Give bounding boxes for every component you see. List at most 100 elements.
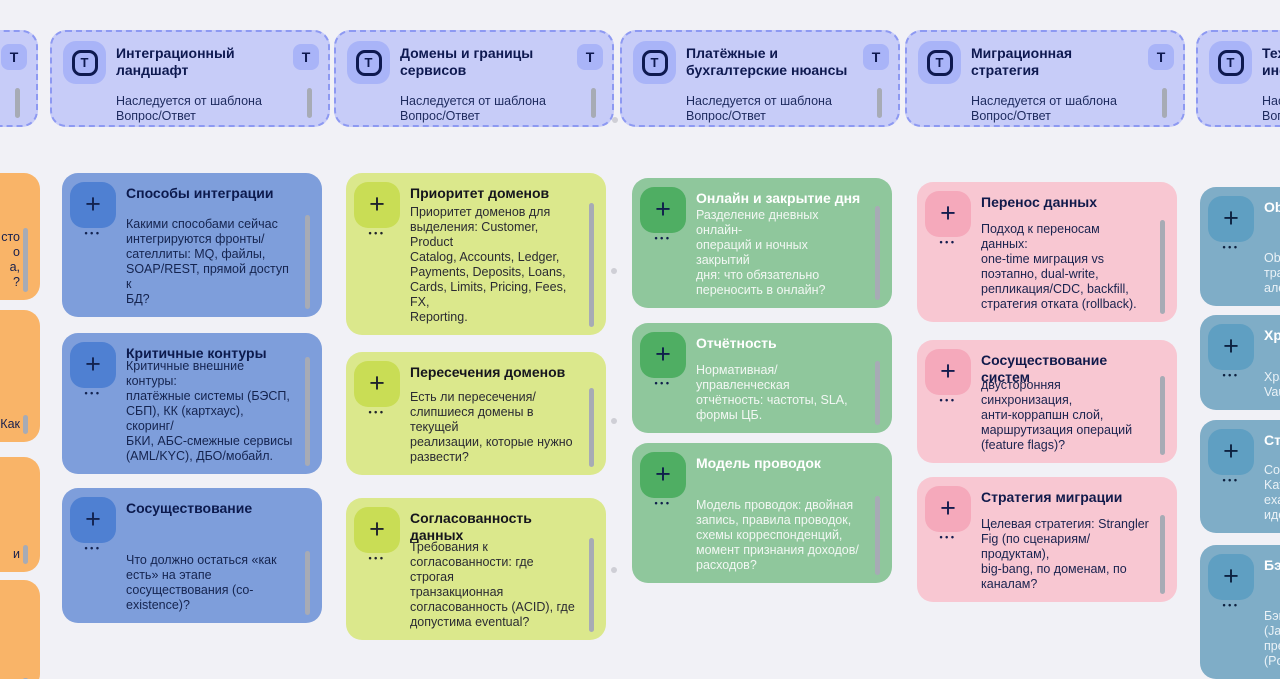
- card-body-text: Как: [0, 417, 20, 431]
- add-button[interactable]: +: [1208, 324, 1254, 370]
- question-card[interactable]: + ••• Стр Сос Kaf exa иде: [1200, 420, 1280, 533]
- card-scrollbar[interactable]: [589, 203, 594, 327]
- type-badge[interactable]: T: [577, 44, 603, 70]
- card-scrollbar[interactable]: [23, 228, 28, 292]
- add-button[interactable]: +: [354, 182, 400, 228]
- card-scrollbar[interactable]: [1160, 220, 1165, 314]
- add-button[interactable]: +: [70, 497, 116, 543]
- more-options-icon[interactable]: •••: [84, 228, 102, 238]
- question-card[interactable]: + ••• Obs Obs тра але: [1200, 187, 1280, 306]
- add-button[interactable]: +: [1208, 429, 1254, 475]
- column-header-card[interactable]: T Платёжные и бухгалтерские нюансы T Нас…: [620, 30, 900, 127]
- card-body-text: Нормативная/управленческая отчётность: ч…: [696, 363, 848, 422]
- more-options-icon[interactable]: •••: [84, 388, 102, 398]
- more-options-icon[interactable]: •••: [939, 237, 957, 247]
- card-scrollbar[interactable]: [589, 538, 594, 632]
- add-button[interactable]: +: [925, 191, 971, 237]
- card-scrollbar[interactable]: [875, 361, 880, 425]
- column-header-card[interactable]: T Интеграционный ландшафт T Наследуется …: [50, 30, 330, 127]
- header-scrollbar[interactable]: [877, 88, 882, 118]
- question-card[interactable]: + ••• Критичные контуры Критичные внешни…: [62, 333, 322, 474]
- question-card[interactable]: + ••• сто о а, ?: [0, 173, 40, 300]
- more-options-icon[interactable]: •••: [654, 233, 672, 243]
- connector-dot[interactable]: [611, 268, 617, 274]
- column-header-card[interactable]: T Миграционная стратегия T Наследуется о…: [905, 30, 1185, 127]
- more-options-icon[interactable]: •••: [368, 407, 386, 417]
- add-button[interactable]: +: [70, 182, 116, 228]
- add-button[interactable]: +: [640, 332, 686, 378]
- question-card[interactable]: + ••• Бэк Бэк (Jav пре (Po: [1200, 545, 1280, 679]
- more-options-icon[interactable]: •••: [368, 228, 386, 238]
- card-scrollbar[interactable]: [875, 206, 880, 300]
- question-card[interactable]: + ••• и: [0, 457, 40, 572]
- more-options-icon[interactable]: •••: [1222, 475, 1240, 485]
- more-options-icon[interactable]: •••: [1222, 370, 1240, 380]
- add-button[interactable]: +: [1208, 196, 1254, 242]
- type-badge[interactable]: T: [1148, 44, 1174, 70]
- plus-icon: +: [655, 193, 671, 224]
- header-scrollbar[interactable]: [591, 88, 596, 118]
- more-options-icon[interactable]: •••: [1222, 242, 1240, 252]
- add-button[interactable]: +: [1208, 554, 1254, 600]
- card-scrollbar[interactable]: [589, 388, 594, 467]
- question-card[interactable]: + ••• Способы интеграции Какими способам…: [62, 173, 322, 317]
- card-body-text: Требования к согласованности: где строга…: [410, 540, 575, 629]
- card-scrollbar[interactable]: [1160, 515, 1165, 594]
- card-scrollbar[interactable]: [305, 551, 310, 615]
- column-header-card[interactable]: T Домены и границы сервисов T Наследуетс…: [334, 30, 614, 127]
- question-card[interactable]: + ••• Отчётность Нормативная/управленчес…: [632, 323, 892, 433]
- card-scrollbar[interactable]: [305, 215, 310, 309]
- question-card[interactable]: + ••• Приоритет доменов Приоритет домено…: [346, 173, 606, 335]
- card-body-text: Подход к переносам данных: one-time мигр…: [981, 222, 1137, 311]
- question-card[interactable]: + ••• Сосуществование Что должно остатьс…: [62, 488, 322, 623]
- add-button[interactable]: +: [925, 349, 971, 395]
- type-badge[interactable]: T: [1, 44, 27, 70]
- more-options-icon[interactable]: •••: [654, 378, 672, 388]
- add-button[interactable]: +: [354, 361, 400, 407]
- add-button[interactable]: +: [354, 507, 400, 553]
- question-card[interactable]: + ••• Онлайн и закрытие дня Разделение д…: [632, 178, 892, 308]
- header-scrollbar[interactable]: [307, 88, 312, 118]
- column-header-card[interactable]: T Тех инф T Нас Воп: [1196, 30, 1280, 127]
- add-button[interactable]: +: [640, 187, 686, 233]
- more-options-icon[interactable]: •••: [654, 498, 672, 508]
- question-card[interactable]: + ••• Согласованность данных Требования …: [346, 498, 606, 640]
- t-icon-letter: T: [80, 55, 89, 70]
- add-button[interactable]: +: [70, 342, 116, 388]
- question-card[interactable]: + ••• Перенос данных Подход к переносам …: [917, 182, 1177, 322]
- type-badge[interactable]: T: [293, 44, 319, 70]
- more-options-icon[interactable]: •••: [1222, 600, 1240, 610]
- question-card[interactable]: + •••: [0, 580, 40, 679]
- column-header-card[interactable]: T T: [0, 30, 38, 127]
- connector-dot[interactable]: [611, 418, 617, 424]
- card-body-text: Есть ли пересечения/ слипшиеся домены в …: [410, 390, 573, 464]
- card-scrollbar[interactable]: [23, 545, 28, 564]
- add-button[interactable]: +: [640, 452, 686, 498]
- connector-dot[interactable]: [611, 567, 617, 573]
- card-body-area: Хра Vau: [1264, 370, 1280, 400]
- question-card[interactable]: + ••• Модель проводок Модель проводок: д…: [632, 443, 892, 583]
- header-scrollbar[interactable]: [15, 88, 20, 118]
- question-card[interactable]: + ••• Стратегия миграции Целевая стратег…: [917, 477, 1177, 602]
- header-scrollbar[interactable]: [1162, 88, 1167, 118]
- question-card[interactable]: + ••• Пересечения доменов Есть ли пересе…: [346, 352, 606, 475]
- card-scrollbar[interactable]: [1160, 376, 1165, 455]
- card-title: Пересечения доменов: [410, 364, 566, 380]
- type-badge[interactable]: T: [863, 44, 889, 70]
- question-card[interactable]: + ••• Сосуществование систем двустороння…: [917, 340, 1177, 463]
- question-card[interactable]: + ••• Хра Хра Vau: [1200, 315, 1280, 410]
- card-body-text: Obs тра але: [1264, 251, 1280, 295]
- card-scrollbar[interactable]: [305, 357, 310, 466]
- more-options-icon[interactable]: •••: [84, 543, 102, 553]
- card-scrollbar[interactable]: [875, 496, 880, 575]
- connector-dot[interactable]: [612, 117, 618, 123]
- question-card[interactable]: + ••• Как: [0, 310, 40, 442]
- plus-icon: +: [940, 197, 956, 228]
- more-options-icon[interactable]: •••: [939, 395, 957, 405]
- card-body-text: Критичные внешние контуры: платёжные сис…: [126, 359, 293, 463]
- add-button[interactable]: +: [925, 486, 971, 532]
- more-options-icon[interactable]: •••: [368, 553, 386, 563]
- more-options-icon[interactable]: •••: [939, 532, 957, 542]
- card-scrollbar[interactable]: [23, 415, 28, 434]
- plus-icon: +: [655, 458, 671, 489]
